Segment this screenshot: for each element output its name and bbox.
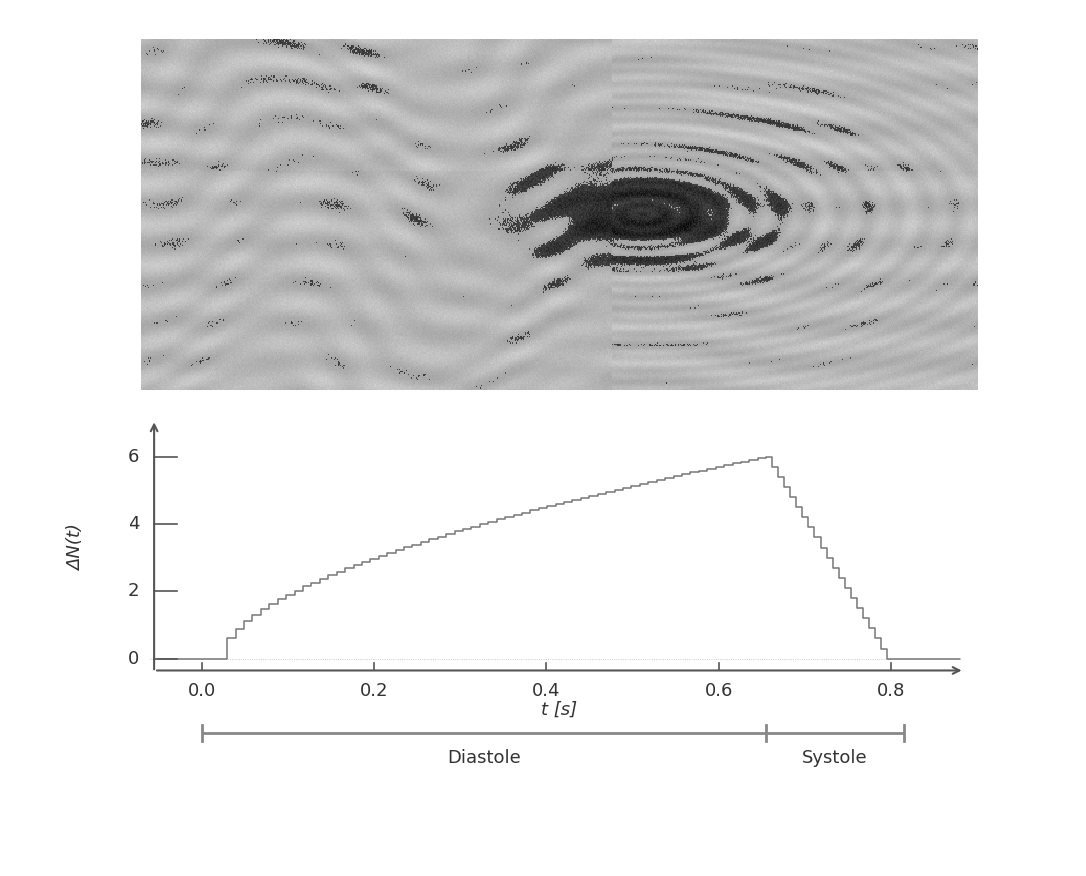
Text: 0.0: 0.0 xyxy=(188,682,216,700)
Text: 0.6: 0.6 xyxy=(705,682,733,700)
Text: 2: 2 xyxy=(128,583,139,600)
Text: 4: 4 xyxy=(128,515,139,533)
Text: t [s]: t [s] xyxy=(541,701,578,719)
Text: 0.8: 0.8 xyxy=(877,682,906,700)
Text: 0.2: 0.2 xyxy=(359,682,388,700)
Text: Systole: Systole xyxy=(803,749,868,767)
Text: 0: 0 xyxy=(128,650,139,668)
Text: 6: 6 xyxy=(128,448,139,465)
Text: Diastole: Diastole xyxy=(447,749,520,767)
Text: ΔN(t): ΔN(t) xyxy=(67,524,86,571)
Text: 0.4: 0.4 xyxy=(532,682,560,700)
